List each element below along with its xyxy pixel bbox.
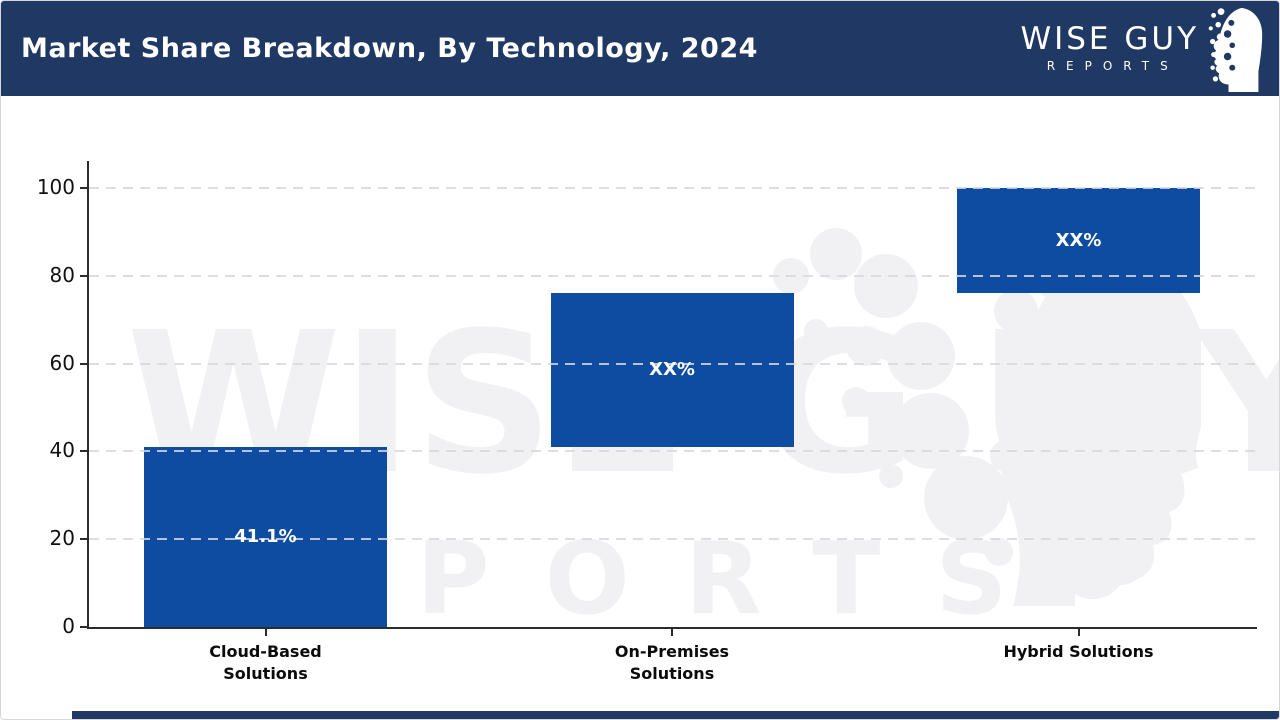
gridline-y40 xyxy=(89,450,1257,453)
y-tick-mark xyxy=(80,538,87,541)
y-tick-label: 40 xyxy=(49,438,75,463)
y-tick-mark xyxy=(80,274,87,277)
bar-value-label: XX% xyxy=(1055,230,1102,252)
x-axis-line xyxy=(87,627,1257,629)
y-tick-label: 80 xyxy=(49,262,75,287)
brand-logo: WISE GUY REPORTS xyxy=(1020,6,1279,92)
x-category-label: On-Premises Solutions xyxy=(522,641,822,684)
header: Market Share Breakdown, By Technology, 2… xyxy=(1,1,1279,96)
y-tick-label: 60 xyxy=(49,350,75,375)
y-axis-line xyxy=(87,161,89,629)
x-category-line: Hybrid Solutions xyxy=(1003,642,1154,661)
y-tick-mark xyxy=(80,626,87,628)
y-tick-label: 0 xyxy=(62,614,75,638)
page-title: Market Share Breakdown, By Technology, 2… xyxy=(21,33,758,64)
y-tick-label: 100 xyxy=(36,175,75,199)
gridline-y80 xyxy=(89,274,1257,277)
x-tick-mark xyxy=(671,629,673,636)
x-tick-mark xyxy=(264,629,267,636)
x-category-label: Cloud-Based Solutions xyxy=(116,641,416,684)
gridline-y60 xyxy=(89,362,1257,365)
gridline-y20 xyxy=(89,538,1257,541)
x-category-line: Solutions xyxy=(223,663,308,683)
brand-subtitle: REPORTS xyxy=(1046,59,1179,73)
y-tick-mark xyxy=(80,187,87,189)
x-category-label: Hybrid Solutions xyxy=(929,641,1229,663)
x-category-line: Cloud-Based xyxy=(209,642,322,661)
gridline-y100 xyxy=(89,187,1257,189)
wiseguy-face-icon xyxy=(1208,7,1263,92)
x-category-line: Solutions xyxy=(629,663,715,683)
y-tick-label: 20 xyxy=(49,526,75,551)
bar-value-label: 41.1% xyxy=(234,526,297,548)
brand-name: WISE GUY xyxy=(1020,21,1199,57)
footer-bar xyxy=(72,711,1279,719)
y-tick-mark xyxy=(80,450,87,453)
bar-value-label: XX% xyxy=(649,359,695,381)
x-tick-mark xyxy=(1077,629,1080,636)
y-tick-mark xyxy=(80,362,87,365)
x-category-line: On-Premises xyxy=(614,642,730,661)
watermark-guy: GUY xyxy=(757,290,1279,517)
bar-2 xyxy=(550,293,794,447)
bar-1 xyxy=(144,446,387,627)
